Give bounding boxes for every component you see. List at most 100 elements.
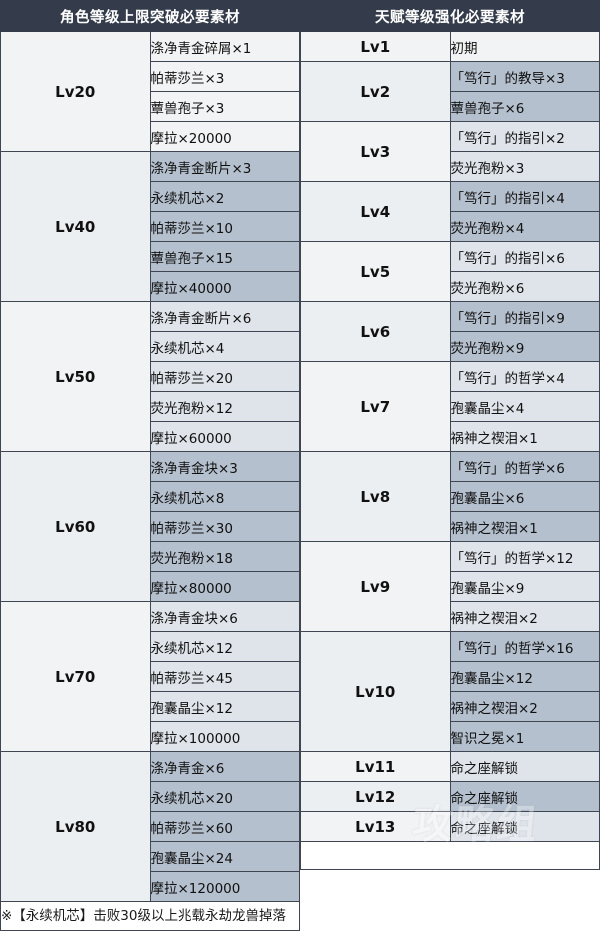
talent-header-title: 天赋等级强化必要素材: [300, 0, 600, 32]
material-item: 孢囊晶尘×9: [449, 571, 600, 602]
material-row: 祸神之禊泪×2: [301, 601, 600, 632]
material-item: 摩拉×80000: [149, 571, 300, 602]
material-row: 孢囊晶尘×12: [1, 691, 300, 722]
material-row: 蕈兽孢子×15: [1, 241, 300, 272]
material-row: 帕蒂莎兰×10: [1, 211, 300, 242]
material-row: 帕蒂莎兰×60: [1, 811, 300, 842]
ascension-note-row: ※【永续机芯】击败30级以上兆载永劫龙兽掉落: [0, 901, 300, 931]
material-row: 孢囊晶尘×4: [301, 391, 600, 422]
material-row: 蕈兽孢子×6: [301, 91, 600, 122]
material-item: 涤净青金块×3: [149, 451, 300, 482]
material-row: Lv40 涤净青金断片×3: [0, 151, 300, 302]
material-row: Lv8 「笃行」的哲学×6: [300, 451, 600, 542]
material-item: 祸神之禊泪×2: [449, 691, 600, 722]
material-item: 蕈兽孢子×6: [449, 91, 600, 122]
material-item: 帕蒂莎兰×45: [149, 661, 300, 692]
talent-materials-table: 天赋等级强化必要素材 Lv1 初期 Lv2 「笃行」的教导×3 蕈兽孢子×6 Lv3 「笃行…: [300, 0, 600, 870]
material-item: 「笃行」的指引×6: [449, 241, 600, 272]
material-row: 孢囊晶尘×12: [301, 661, 600, 692]
ascension-note-text: ※【永续机芯】击败30级以上兆载永劫龙兽掉落: [0, 901, 300, 931]
material-item: 孢囊晶尘×24: [149, 841, 300, 872]
level-label-lv10: Lv10: [300, 631, 451, 752]
level-label-lv9: Lv9: [300, 541, 451, 632]
material-item: 初期: [449, 31, 600, 62]
material-row: 帕蒂莎兰×30: [1, 511, 300, 542]
material-item: 孢囊晶尘×12: [449, 661, 600, 692]
level-label-lv1: Lv1: [300, 31, 451, 62]
material-item: 帕蒂莎兰×3: [149, 61, 300, 92]
material-row: 荧光孢粉×3: [301, 151, 600, 182]
material-item: 涤净青金断片×6: [149, 301, 300, 332]
material-row: 荧光孢粉×4: [301, 211, 600, 242]
material-row: 帕蒂莎兰×3: [1, 61, 300, 92]
material-item: 荧光孢粉×18: [149, 541, 300, 572]
material-row: 摩拉×80000: [1, 571, 300, 602]
material-row: Lv50 涤净青金断片×6: [0, 301, 300, 452]
material-item: 永续机芯×4: [149, 331, 300, 362]
level-label-lv8: Lv8: [300, 451, 451, 542]
ascension-table-column: 角色等级上限突破必要素材 Lv20 涤净青金碎屑×1 帕蒂莎兰×3 蕈兽孢子×3 摩拉×…: [0, 0, 300, 931]
material-row: Lv1 初期: [300, 31, 600, 62]
talent-note-body: [300, 841, 600, 870]
ascension-materials-table: 角色等级上限突破必要素材 Lv20 涤净青金碎屑×1 帕蒂莎兰×3 蕈兽孢子×3 摩拉×…: [0, 0, 300, 931]
material-item: 荧光孢粉×4: [449, 211, 600, 242]
material-item: 孢囊晶尘×12: [149, 691, 300, 722]
level-label-lv13: Lv13: [300, 811, 451, 842]
material-row: Lv60 涤净青金块×3: [0, 451, 300, 602]
material-row: 永续机芯×20: [1, 781, 300, 812]
material-row: 摩拉×100000: [1, 721, 300, 752]
level-label-lv5: Lv5: [300, 241, 451, 302]
level-label-lv50: Lv50: [0, 301, 151, 452]
ascension-header-title: 角色等级上限突破必要素材: [0, 0, 300, 32]
material-item: 「笃行」的哲学×4: [449, 361, 600, 392]
level-label-lv80: Lv80: [0, 751, 151, 902]
material-item: 「笃行」的指引×9: [449, 301, 600, 332]
material-row: Lv70 涤净青金块×6: [0, 601, 300, 752]
level-label-lv3: Lv3: [300, 121, 451, 182]
material-item: 帕蒂莎兰×60: [149, 811, 300, 842]
ascension-header-row: 角色等级上限突破必要素材: [0, 0, 300, 32]
material-row: 帕蒂莎兰×20: [1, 361, 300, 392]
material-row: Lv13 命之座解锁: [300, 811, 600, 842]
material-item: 荧光孢粉×12: [149, 391, 300, 422]
talent-blank-row: [300, 841, 600, 870]
material-row: 孢囊晶尘×24: [1, 841, 300, 872]
material-row: Lv12 命之座解锁: [300, 781, 600, 812]
material-item: 永续机芯×12: [149, 631, 300, 662]
material-row: 永续机芯×4: [1, 331, 300, 362]
material-row: 祸神之禊泪×1: [301, 511, 600, 542]
talent-blank-cell: [300, 841, 600, 870]
ascension-note-body: ※【永续机芯】击败30级以上兆载永劫龙兽掉落: [0, 901, 300, 931]
material-row: 摩拉×60000: [1, 421, 300, 452]
talent-table-column: 天赋等级强化必要素材 Lv1 初期 Lv2 「笃行」的教导×3 蕈兽孢子×6 Lv3 「笃行…: [300, 0, 600, 887]
material-item: 命之座解锁: [449, 781, 600, 812]
material-item: 涤净青金碎屑×1: [149, 31, 300, 62]
material-item: 命之座解锁: [449, 751, 600, 782]
material-item: 摩拉×40000: [149, 271, 300, 302]
material-item: 蕈兽孢子×3: [149, 91, 300, 122]
material-item: 涤净青金断片×3: [149, 151, 300, 182]
material-row: Lv11 命之座解锁: [300, 751, 600, 782]
ascension-table-body: 角色等级上限突破必要素材: [0, 0, 300, 32]
material-row: Lv4 「笃行」的指引×4: [300, 181, 600, 242]
material-row: Lv2 「笃行」的教导×3: [300, 61, 600, 122]
material-row: Lv9 「笃行」的哲学×12: [300, 541, 600, 632]
material-item: 涤净青金块×6: [149, 601, 300, 632]
material-row: 祸神之禊泪×1: [301, 421, 600, 452]
material-row: Lv7 「笃行」的哲学×4: [300, 361, 600, 452]
material-row: Lv10 「笃行」的哲学×16: [300, 631, 600, 752]
material-row: 蕈兽孢子×3: [1, 91, 300, 122]
material-item: 孢囊晶尘×6: [449, 481, 600, 512]
material-item: 「笃行」的教导×3: [449, 61, 600, 92]
talent-groups: Lv1 初期 Lv2 「笃行」的教导×3 蕈兽孢子×6 Lv3 「笃行」的指引×2 荧光孢粉×…: [300, 31, 600, 842]
material-row: 孢囊晶尘×6: [301, 481, 600, 512]
material-item: 永续机芯×8: [149, 481, 300, 512]
material-item: 荧光孢粉×6: [449, 271, 600, 302]
talent-table-body: 天赋等级强化必要素材: [300, 0, 600, 32]
material-item: 「笃行」的哲学×16: [449, 631, 600, 662]
material-row: 摩拉×40000: [1, 271, 300, 302]
material-item: 摩拉×60000: [149, 421, 300, 452]
level-label-lv40: Lv40: [0, 151, 151, 302]
material-item: 「笃行」的哲学×6: [449, 451, 600, 482]
